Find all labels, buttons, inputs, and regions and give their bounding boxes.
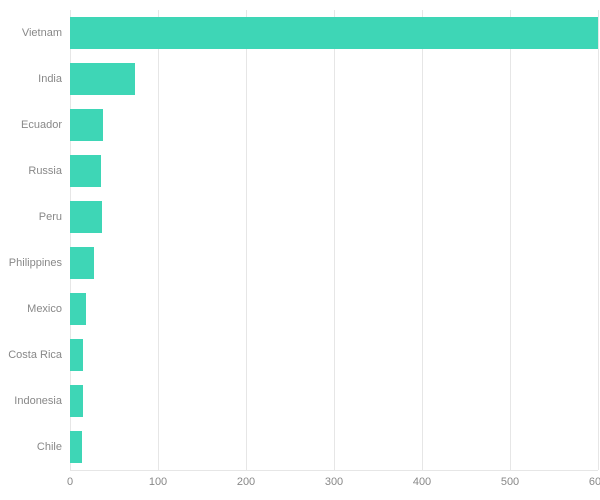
y-tick-label: Mexico xyxy=(0,303,62,315)
x-tick-label: 600 xyxy=(589,476,600,488)
y-tick-label: Vietnam xyxy=(0,27,62,39)
bar xyxy=(70,293,86,324)
bar xyxy=(70,247,94,278)
gridline xyxy=(422,10,423,470)
x-tick-label: 0 xyxy=(67,476,73,488)
bar xyxy=(70,339,83,370)
x-tick-label: 400 xyxy=(413,476,431,488)
y-tick-label: Philippines xyxy=(0,257,62,269)
y-tick-label: Russia xyxy=(0,165,62,177)
bar xyxy=(70,431,82,462)
bar xyxy=(70,201,102,232)
y-tick-label: Ecuador xyxy=(0,119,62,131)
y-tick-label: Peru xyxy=(0,211,62,223)
gridline xyxy=(510,10,511,470)
y-tick-label: Indonesia xyxy=(0,395,62,407)
bar xyxy=(70,155,101,186)
y-tick-label: Costa Rica xyxy=(0,349,62,361)
y-tick-label: India xyxy=(0,73,62,85)
x-tick-label: 100 xyxy=(149,476,167,488)
gridline xyxy=(246,10,247,470)
y-tick-label: Chile xyxy=(0,441,62,453)
bar xyxy=(70,63,135,94)
x-tick-label: 200 xyxy=(237,476,255,488)
bar xyxy=(70,109,103,140)
gridline xyxy=(158,10,159,470)
bar xyxy=(70,17,598,48)
x-tick-label: 500 xyxy=(501,476,519,488)
gridline xyxy=(598,10,599,470)
x-tick-label: 300 xyxy=(325,476,343,488)
x-axis-line xyxy=(70,470,598,471)
horizontal-bar-chart: 0 100 200 300 400 500 600 Vietnam India Ecuador Ru… xyxy=(0,0,600,500)
gridline xyxy=(334,10,335,470)
bar xyxy=(70,385,83,416)
plot-area xyxy=(70,10,598,470)
